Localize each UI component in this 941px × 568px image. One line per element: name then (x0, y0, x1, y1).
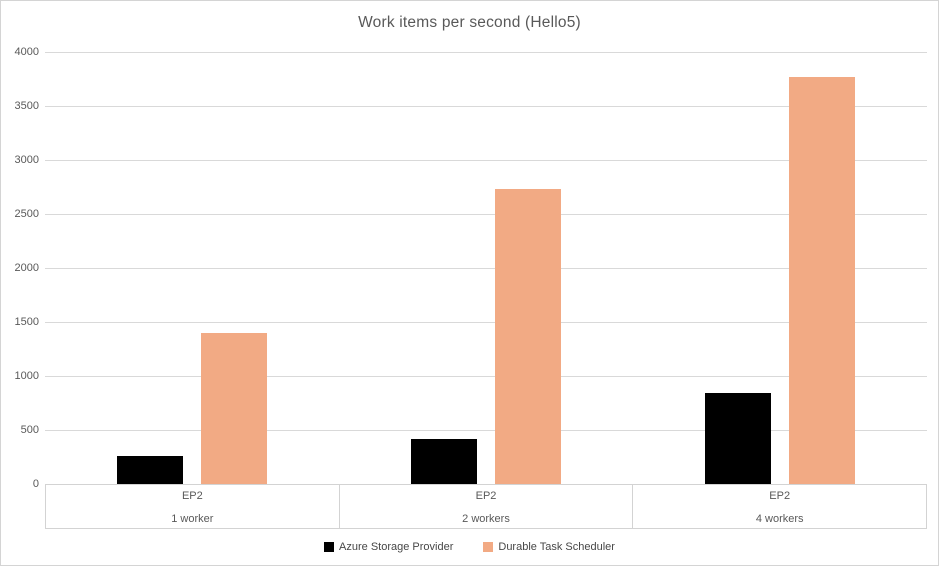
category-workers-label: 2 workers (462, 513, 510, 525)
category-sku-label: EP2 (475, 490, 497, 502)
gridline-y-4000 (45, 52, 927, 53)
x-category-4-workers: EP2 4 workers (632, 485, 926, 528)
y-tick-label: 3000 (14, 154, 39, 166)
plot-area (45, 52, 927, 485)
gridline-y-500 (45, 430, 927, 431)
legend-item-durable-task-scheduler: Durable Task Scheduler (483, 541, 615, 553)
legend-label: Durable Task Scheduler (498, 541, 615, 553)
gridline-y-2000 (45, 268, 927, 269)
legend-item-azure-storage-provider: Azure Storage Provider (324, 541, 453, 553)
y-tick-label: 3500 (14, 100, 39, 112)
legend-swatch-icon (483, 542, 494, 552)
y-tick-label: 4000 (14, 46, 39, 58)
bar-azure-storage-provider-1-worker (117, 456, 183, 484)
chart-title: Work items per second (Hello5) (358, 14, 581, 31)
gridline-y-1500 (45, 322, 927, 323)
legend-label: Azure Storage Provider (339, 541, 454, 553)
y-tick-label: 1000 (14, 370, 39, 382)
category-workers-label: 4 workers (755, 513, 804, 525)
x-axis: EP2 1 worker EP2 2 workers EP2 4 workers (45, 484, 927, 529)
y-tick-label: 0 (32, 478, 39, 490)
y-tick-label: 2500 (14, 208, 39, 220)
y-tick-label: 1500 (14, 316, 39, 328)
legend-swatch-icon (324, 542, 335, 552)
category-sku-label: EP2 (181, 490, 203, 502)
bar-azure-storage-provider-4-workers (705, 393, 771, 484)
x-category-2-workers: EP2 2 workers (338, 485, 633, 528)
bar-durable-task-scheduler-2-workers (495, 189, 561, 484)
bar-durable-task-scheduler-4-workers (789, 77, 855, 484)
y-tick-label: 500 (20, 424, 39, 436)
y-tick-label: 2000 (14, 262, 39, 274)
gridline-y-2500 (45, 214, 927, 215)
x-category-1-worker: EP2 1 worker (46, 485, 339, 528)
legend: Azure Storage Provider Durable Task Sched… (1, 541, 938, 553)
bar-azure-storage-provider-2-workers (411, 439, 477, 484)
gridline-y-3500 (45, 106, 927, 107)
gridline-y-3000 (45, 160, 927, 161)
gridline-y-1000 (45, 376, 927, 377)
category-workers-label: 1 worker (171, 513, 214, 525)
bar-durable-task-scheduler-1-worker (201, 333, 267, 484)
category-sku-label: EP2 (769, 490, 791, 502)
